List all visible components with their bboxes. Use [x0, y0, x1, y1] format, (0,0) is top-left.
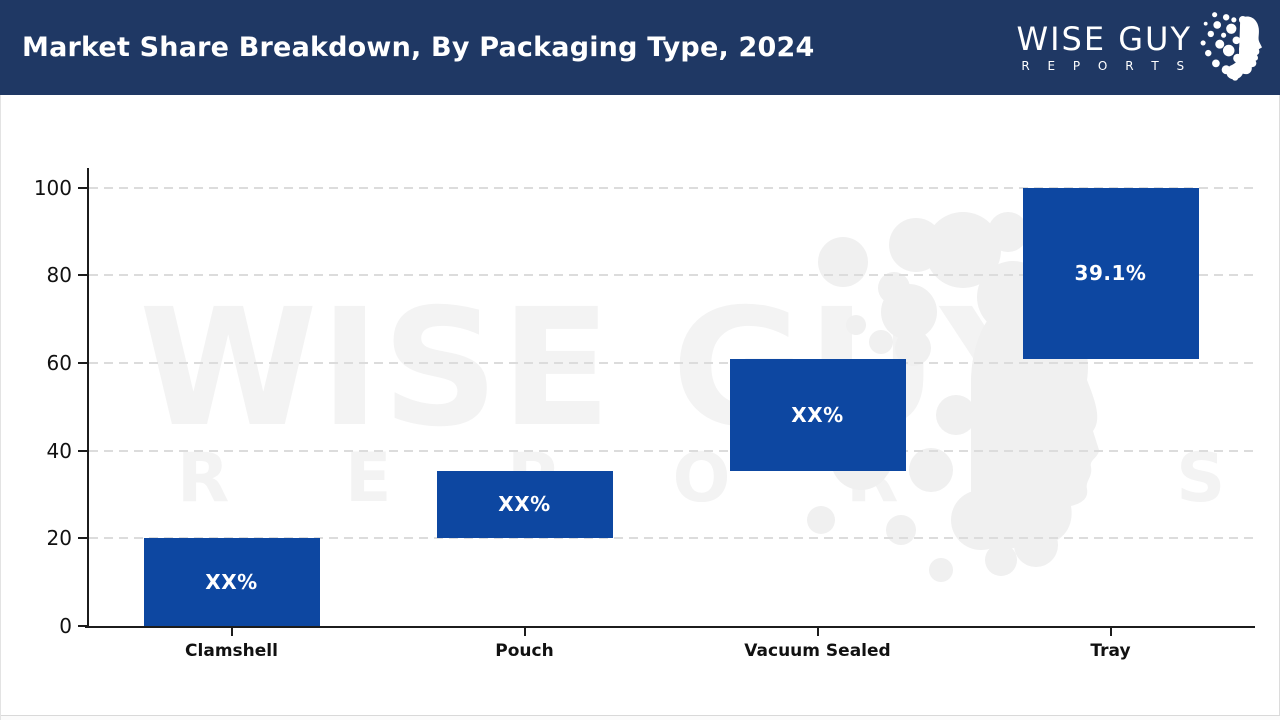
x-axis-category-label-tray: Tray: [1090, 641, 1131, 661]
y-axis-line: [87, 168, 89, 628]
bar-value-label-vacuum-sealed: XX%: [791, 402, 844, 427]
bottom-divider: [1, 715, 1280, 716]
chart-canvas: WISE GUY R E P O R T S 0 20 40 60 80 100 XX% Cl…: [0, 95, 1280, 720]
x-axis-tick-vacuum-sealed: [816, 628, 819, 636]
wiseguy-logo-text: WISE GUY R E P O R T S: [1016, 23, 1192, 72]
x-axis-tick-clamshell: [230, 628, 233, 636]
page-title: Market Share Breakdown, By Packaging Typ…: [22, 32, 815, 63]
y-axis-tick-label-20: 20: [46, 526, 72, 551]
bar-value-label-clamshell: XX%: [205, 570, 258, 595]
y-axis-tick-label-0: 0: [59, 614, 72, 638]
x-axis-category-label-vacuum-sealed: Vacuum Sealed: [744, 641, 891, 661]
gridline-40: [89, 449, 1255, 452]
wiseguy-face-icon: [1200, 11, 1262, 81]
wiseguy-logo: WISE GUY R E P O R T S: [1016, 8, 1262, 88]
watermark-subtext: R E P O R T S: [177, 439, 1272, 518]
gridline-80: [89, 274, 1255, 277]
x-axis-category-label-pouch: Pouch: [495, 641, 554, 661]
logo-subtext: R E P O R T S: [1021, 59, 1192, 73]
y-axis-tick-label-80: 80: [46, 263, 72, 288]
bar-clamshell: XX%: [143, 538, 320, 626]
bar-pouch: XX%: [436, 470, 613, 538]
y-axis-tick-100: [78, 186, 87, 189]
bar-vacuum-sealed: XX%: [729, 358, 906, 471]
bar-tray: 39.1%: [1022, 187, 1199, 359]
bottom-margin: [1, 716, 1280, 720]
y-axis-tick-40: [78, 449, 87, 452]
x-axis-tick-pouch: [523, 628, 526, 636]
y-axis-tick-label-100: 100: [33, 175, 72, 200]
x-axis-category-label-clamshell: Clamshell: [185, 641, 278, 661]
bar-value-label-pouch: XX%: [498, 492, 551, 517]
y-axis-tick-0: [78, 625, 87, 627]
y-axis-tick-20: [78, 537, 87, 540]
gridline-20: [89, 537, 1255, 540]
header-bar: Market Share Breakdown, By Packaging Typ…: [0, 0, 1280, 95]
bar-value-label-tray: 39.1%: [1074, 261, 1147, 286]
y-axis-tick-80: [78, 274, 87, 277]
gridline-100: [89, 186, 1255, 189]
x-axis-tick-tray: [1109, 628, 1112, 636]
gridline-60: [89, 361, 1255, 364]
y-axis-tick-60: [78, 361, 87, 364]
x-axis-line: [85, 626, 1255, 628]
logo-wordmark: WISE GUY: [1016, 20, 1192, 58]
y-axis-tick-label-60: 60: [46, 350, 72, 375]
y-axis-tick-label-40: 40: [46, 438, 72, 463]
